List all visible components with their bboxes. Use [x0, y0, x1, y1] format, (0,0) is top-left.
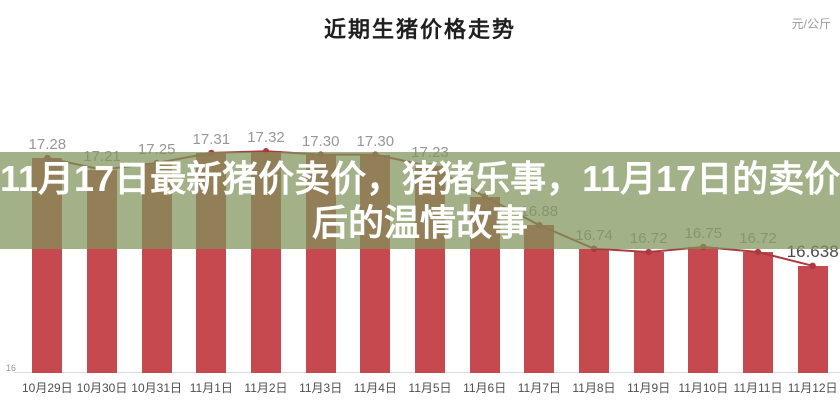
bar [797, 265, 828, 373]
x-axis-label: 11月11日 [733, 381, 783, 395]
headline-line-2: 后的温情故事 [311, 201, 528, 243]
bar [743, 252, 773, 373]
unit-label: 元/公斤 [791, 17, 831, 31]
x-axis-label: 10月30日 [76, 381, 128, 395]
bar [579, 248, 609, 373]
bar [633, 252, 664, 373]
x-axis-label: 11月12日 [787, 381, 838, 395]
x-axis-label: 11月1日 [189, 381, 233, 395]
point-label: 17.31 [192, 130, 231, 148]
x-axis-label: 11月2日 [244, 381, 288, 395]
x-axis-label: 11月10日 [678, 381, 729, 395]
x-axis-label: 10月29日 [21, 381, 73, 395]
x-axis-label: 11月3日 [299, 381, 343, 395]
x-axis-label: 11月8日 [572, 381, 616, 395]
point-label: 17.28 [28, 135, 67, 153]
point-label: 17.32 [247, 129, 285, 147]
x-axis-label: 11月7日 [517, 381, 561, 395]
bar [688, 247, 719, 373]
x-axis-label: 10月31日 [131, 381, 182, 395]
headline-banner: 11月17日最新猪价卖价，猪猪乐事，11月17日的卖价背 后的温情故事 [0, 152, 840, 249]
headline-line-1: 11月17日最新猪价卖价，猪猪乐事，11月17日的卖价背 [0, 157, 840, 199]
x-axis-label: 11月9日 [627, 381, 671, 395]
y-axis-min-tick: 16 [6, 363, 17, 373]
point-label: 17.30 [301, 132, 340, 150]
point-label: 17.30 [356, 132, 395, 150]
x-axis-label: 11月4日 [353, 381, 397, 395]
chart-title: 近期生猪价格走势 [323, 17, 516, 43]
x-axis-label: 11月5日 [408, 381, 452, 395]
x-axis-label: 11月6日 [463, 381, 507, 395]
